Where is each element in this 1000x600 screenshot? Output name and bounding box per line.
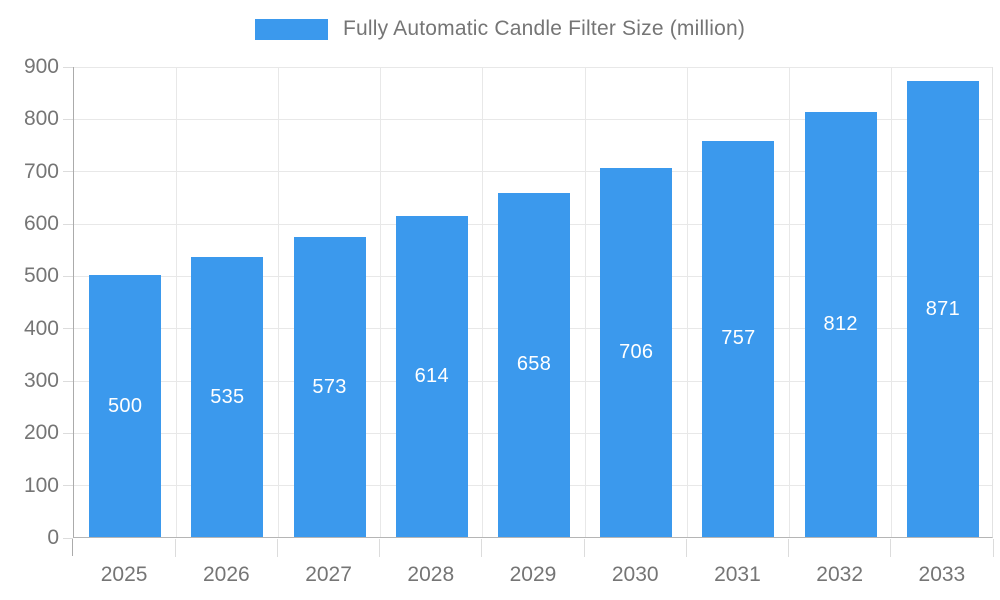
y-tick-label: 500 — [23, 264, 59, 288]
y-tick-label: 600 — [23, 212, 59, 235]
bar[interactable]: 706 — [600, 167, 673, 537]
gridline-vertical — [789, 67, 791, 537]
y-tick-label: 0 — [47, 526, 59, 549]
x-axis-tick — [992, 539, 994, 557]
x-axis-tick — [379, 539, 381, 557]
x-axis-tick — [174, 539, 176, 557]
x-axis-tick — [788, 539, 790, 557]
x-tick-label: 2029 — [509, 563, 557, 586]
gridline-vertical — [891, 67, 893, 537]
y-axis-tick — [63, 432, 73, 434]
y-axis-tick — [63, 118, 73, 120]
x-axis-tick — [583, 539, 585, 557]
y-axis-tick — [63, 380, 73, 382]
x-axis-tick — [890, 539, 892, 557]
bar-value-label: 812 — [823, 313, 858, 336]
bar[interactable]: 535 — [191, 257, 264, 537]
y-axis-tick — [63, 537, 73, 539]
gridline-vertical — [584, 67, 586, 537]
bar[interactable]: 658 — [498, 192, 570, 537]
bar-value-label: 614 — [414, 364, 449, 387]
y-axis-tick — [63, 66, 73, 68]
x-tick-label: 2033 — [918, 563, 966, 586]
bar-value-label: 757 — [721, 327, 756, 350]
legend-swatch[interactable] — [254, 18, 328, 40]
gridline-horizontal — [74, 66, 992, 68]
x-axis-tick — [481, 539, 483, 557]
y-tick-label: 800 — [23, 107, 59, 131]
bar-value-label: 500 — [107, 394, 143, 417]
bar-value-label: 871 — [925, 297, 961, 320]
bar[interactable]: 757 — [702, 140, 775, 537]
gridline-vertical — [175, 67, 177, 537]
y-axis-tick — [63, 223, 73, 225]
gridline-horizontal — [74, 171, 992, 173]
gridline-vertical — [686, 67, 688, 537]
y-axis-tick — [63, 275, 73, 277]
x-tick-label: 2025 — [100, 563, 148, 586]
y-tick-label: 400 — [23, 316, 59, 340]
x-tick-label: 2027 — [305, 563, 352, 586]
gridline-vertical — [277, 67, 279, 537]
x-tick-label: 2028 — [407, 563, 455, 586]
y-axis-tick — [63, 328, 73, 330]
bar-value-label: 535 — [210, 385, 245, 408]
y-tick-label: 100 — [23, 473, 59, 497]
y-axis-tick — [63, 485, 73, 487]
y-tick-label: 900 — [23, 55, 59, 78]
legend-label[interactable]: Fully Automatic Candle Filter Size (mill… — [342, 17, 746, 40]
bar[interactable]: 573 — [293, 237, 366, 537]
x-tick-label: 2026 — [202, 563, 250, 586]
bar-value-label: 573 — [312, 375, 347, 398]
y-tick-label: 700 — [23, 159, 59, 183]
y-tick-label: 300 — [23, 369, 59, 392]
bar-value-label: 658 — [516, 353, 552, 376]
chart-legend: Fully Automatic Candle Filter Size (mill… — [0, 17, 1000, 41]
y-tick-label: 200 — [23, 421, 59, 445]
gridline-vertical — [380, 67, 382, 537]
y-axis-extension — [72, 538, 73, 556]
x-axis-tick — [685, 539, 687, 557]
bar[interactable]: 812 — [804, 112, 877, 537]
gridline-vertical — [482, 67, 484, 537]
x-tick-label: 2030 — [611, 563, 659, 586]
bar[interactable]: 871 — [906, 81, 979, 537]
x-axis-tick — [276, 539, 278, 557]
bar-value-label: 706 — [619, 340, 654, 363]
gridline-horizontal — [74, 118, 992, 120]
y-axis-tick — [63, 171, 73, 173]
x-tick-label: 2032 — [816, 563, 864, 586]
bar[interactable]: 500 — [89, 275, 162, 537]
bar[interactable]: 614 — [395, 215, 468, 537]
plot-area: 500 535 573 614 658 706 757 812 871 — [73, 66, 993, 538]
x-tick-label: 2031 — [714, 563, 761, 586]
